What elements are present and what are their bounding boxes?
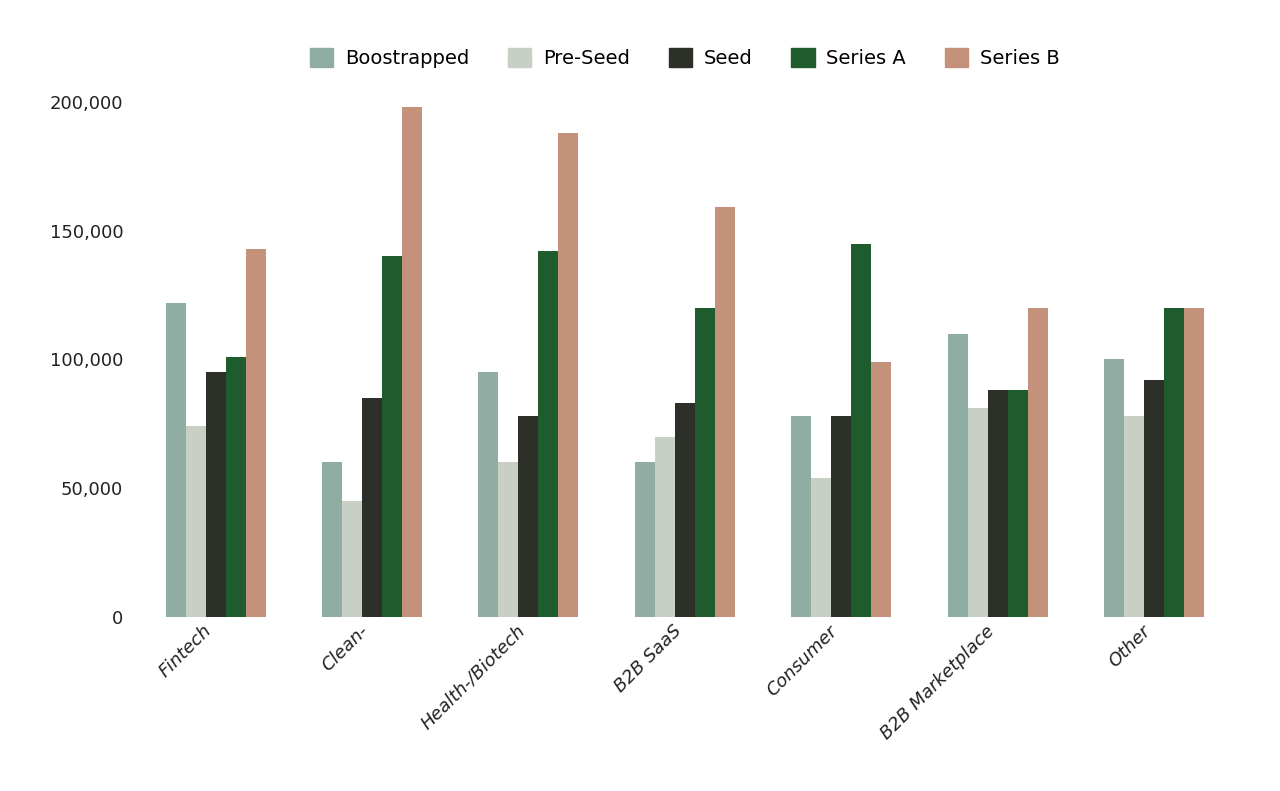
Bar	[791, 416, 812, 617]
Bar	[968, 408, 988, 617]
Bar	[831, 416, 851, 617]
Bar	[851, 244, 872, 617]
Bar	[675, 403, 695, 617]
Bar	[1103, 359, 1124, 617]
Bar	[518, 416, 539, 617]
Bar	[714, 207, 735, 617]
Bar	[558, 133, 579, 617]
Bar	[635, 463, 655, 617]
Bar	[947, 334, 968, 617]
Bar	[1028, 308, 1047, 617]
Bar	[872, 362, 891, 617]
Bar	[323, 463, 342, 617]
Bar	[381, 256, 402, 617]
Bar	[498, 463, 518, 617]
Bar	[225, 357, 246, 617]
Bar	[402, 107, 422, 617]
Bar	[1124, 416, 1144, 617]
Bar	[695, 308, 714, 617]
Bar	[362, 398, 381, 617]
Bar	[655, 437, 675, 617]
Bar	[1184, 308, 1204, 617]
Bar	[1007, 390, 1028, 617]
Bar	[165, 303, 186, 617]
Legend: Boostrapped, Pre-Seed, Seed, Series A, Series B: Boostrapped, Pre-Seed, Seed, Series A, S…	[302, 40, 1068, 76]
Bar	[1144, 380, 1164, 617]
Bar	[206, 373, 225, 617]
Bar	[812, 478, 831, 617]
Bar	[988, 390, 1007, 617]
Bar	[246, 248, 266, 617]
Bar	[479, 373, 498, 617]
Bar	[1164, 308, 1184, 617]
Bar	[539, 252, 558, 617]
Bar	[342, 501, 362, 617]
Bar	[186, 426, 206, 617]
